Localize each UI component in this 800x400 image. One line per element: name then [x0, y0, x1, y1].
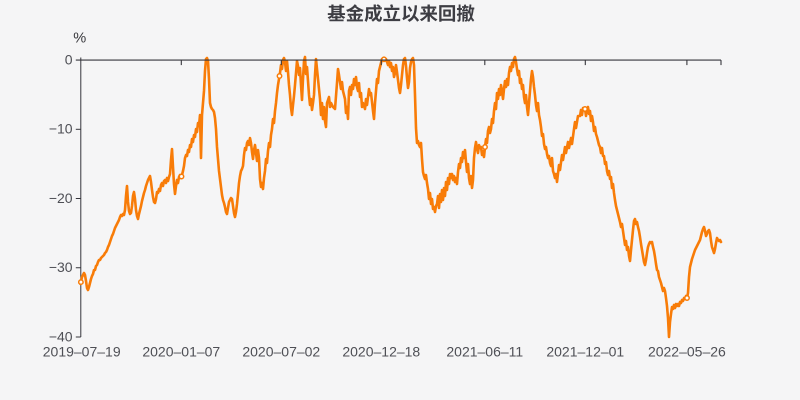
svg-text:%: %	[73, 30, 86, 46]
svg-text:2021–06–11: 2021–06–11	[446, 344, 523, 360]
svg-text:−30: −30	[49, 259, 73, 275]
svg-text:0: 0	[65, 52, 73, 68]
svg-text:−20: −20	[49, 190, 73, 206]
svg-text:−10: −10	[49, 121, 73, 137]
svg-text:2020–07–02: 2020–07–02	[242, 344, 320, 360]
svg-text:2020–01–07: 2020–01–07	[142, 344, 220, 360]
svg-text:2022–05–26: 2022–05–26	[648, 344, 726, 360]
svg-text:−40: −40	[49, 328, 73, 344]
svg-text:2019–07–19: 2019–07–19	[43, 344, 121, 360]
svg-text:2021–12–01: 2021–12–01	[546, 344, 624, 360]
svg-text:2020–12–18: 2020–12–18	[342, 344, 420, 360]
